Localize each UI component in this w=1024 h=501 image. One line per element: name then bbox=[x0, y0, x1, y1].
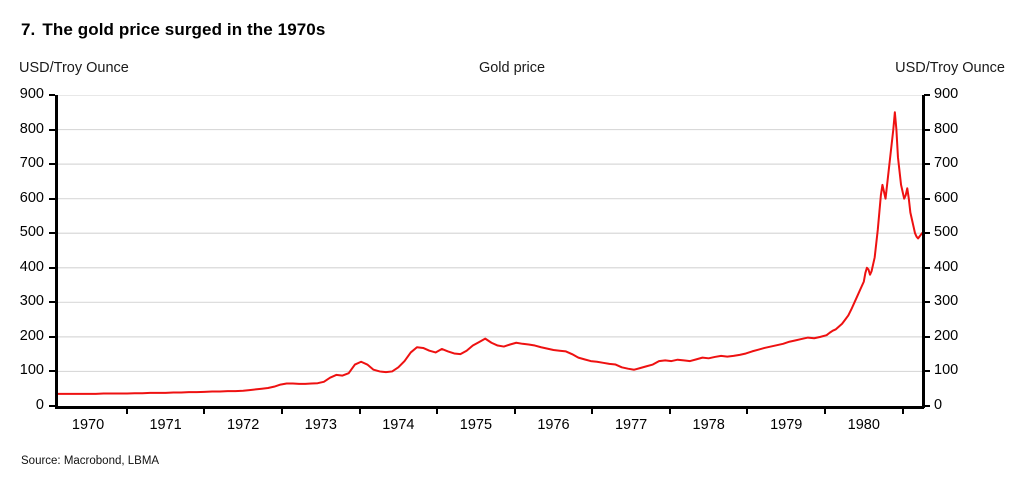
y-tick-right bbox=[924, 94, 930, 96]
x-axis-tick-label: 1975 bbox=[459, 417, 493, 433]
title-text: The gold price surged in the 1970s bbox=[42, 20, 326, 39]
y-axis-tick-label-left: 200 bbox=[19, 327, 44, 344]
x-axis-tick-label: 1973 bbox=[304, 417, 337, 433]
y-tick-right bbox=[924, 197, 930, 200]
x-axis-tick-label: 1971 bbox=[149, 417, 182, 433]
y-axis-tick-label-left: 300 bbox=[19, 293, 44, 310]
y-axis-tick-label-right: 300 bbox=[934, 293, 959, 310]
y-tick-right bbox=[924, 163, 930, 166]
y-tick-right bbox=[924, 405, 930, 407]
x-tick bbox=[901, 408, 904, 414]
y-tick-right bbox=[924, 370, 930, 373]
y-tick-right bbox=[924, 335, 930, 338]
y-axis-tick-label-right: 700 bbox=[934, 155, 959, 172]
x-axis-line bbox=[55, 406, 924, 409]
y-tick-left bbox=[49, 232, 55, 235]
page-title: 7. The gold price surged in the 1970s bbox=[21, 20, 325, 40]
gold-price-line-chart bbox=[57, 95, 922, 395]
y-axis-tick-label-left: 400 bbox=[19, 258, 44, 275]
source-note: Source: Macrobond, LBMA bbox=[21, 455, 160, 467]
y-tick-left bbox=[49, 128, 55, 131]
left-axis-unit-label: USD/Troy Ounce bbox=[19, 60, 129, 76]
y-axis-tick-label-right: 400 bbox=[934, 258, 959, 275]
x-axis-tick-label: 1980 bbox=[847, 417, 880, 433]
y-axis-tick-label-left: 900 bbox=[19, 86, 44, 102]
x-tick bbox=[125, 408, 128, 414]
y-tick-left bbox=[49, 335, 55, 338]
y-axis-tick-label-right: 200 bbox=[934, 327, 959, 344]
y-axis-tick-label-right: 500 bbox=[934, 224, 959, 241]
y-axis-tick-label-left: 700 bbox=[19, 155, 44, 172]
y-axis-tick-label-left: 0 bbox=[35, 397, 44, 413]
series-title: Gold price bbox=[478, 60, 546, 76]
x-axis-tick-label: 1974 bbox=[382, 417, 415, 433]
x-tick bbox=[824, 408, 827, 414]
x-tick bbox=[513, 408, 516, 414]
x-tick bbox=[436, 408, 439, 414]
right-axis-line bbox=[922, 95, 925, 408]
y-axis-tick-label-left: 800 bbox=[19, 120, 44, 137]
title-number: 7. bbox=[21, 20, 36, 39]
y-axis-tick-label-right: 100 bbox=[934, 362, 959, 379]
right-axis-unit-label: USD/Troy Ounce bbox=[895, 60, 1005, 76]
y-tick-left bbox=[49, 405, 55, 407]
y-axis-tick-label-right: 0 bbox=[934, 397, 943, 413]
x-axis-tick-label: 1970 bbox=[71, 417, 105, 433]
y-tick-right bbox=[924, 266, 930, 269]
left-axis-line bbox=[55, 95, 58, 408]
y-tick-left bbox=[49, 197, 55, 200]
x-tick bbox=[591, 408, 594, 414]
y-tick-right bbox=[924, 232, 930, 235]
x-tick bbox=[746, 408, 749, 414]
x-axis-tick-label: 1972 bbox=[227, 417, 260, 433]
y-tick-left bbox=[49, 301, 55, 304]
y-tick-left bbox=[49, 94, 55, 96]
y-tick-right bbox=[924, 301, 930, 304]
y-tick-left bbox=[49, 370, 55, 373]
y-axis-tick-label-right: 600 bbox=[934, 189, 959, 206]
x-axis-tick-label: 1979 bbox=[770, 417, 803, 433]
y-axis-tick-label-left: 600 bbox=[19, 189, 44, 206]
y-axis-tick-label-left: 500 bbox=[19, 224, 44, 241]
x-tick bbox=[358, 408, 361, 414]
series-line-gold-price bbox=[57, 111, 922, 395]
y-tick-left bbox=[49, 266, 55, 269]
y-tick-left bbox=[49, 163, 55, 166]
y-axis-tick-label-left: 100 bbox=[19, 362, 44, 379]
x-tick bbox=[280, 408, 283, 414]
x-axis-tick-label: 1978 bbox=[692, 417, 725, 433]
x-axis-tick-label: 1977 bbox=[614, 417, 648, 433]
x-tick bbox=[668, 408, 671, 414]
x-axis-tick-label: 1976 bbox=[537, 417, 570, 433]
plot-area bbox=[57, 95, 922, 406]
y-axis-tick-label-right: 900 bbox=[934, 86, 959, 102]
y-axis-tick-label-right: 800 bbox=[934, 120, 959, 137]
y-tick-right bbox=[924, 128, 930, 131]
x-tick bbox=[203, 408, 206, 414]
